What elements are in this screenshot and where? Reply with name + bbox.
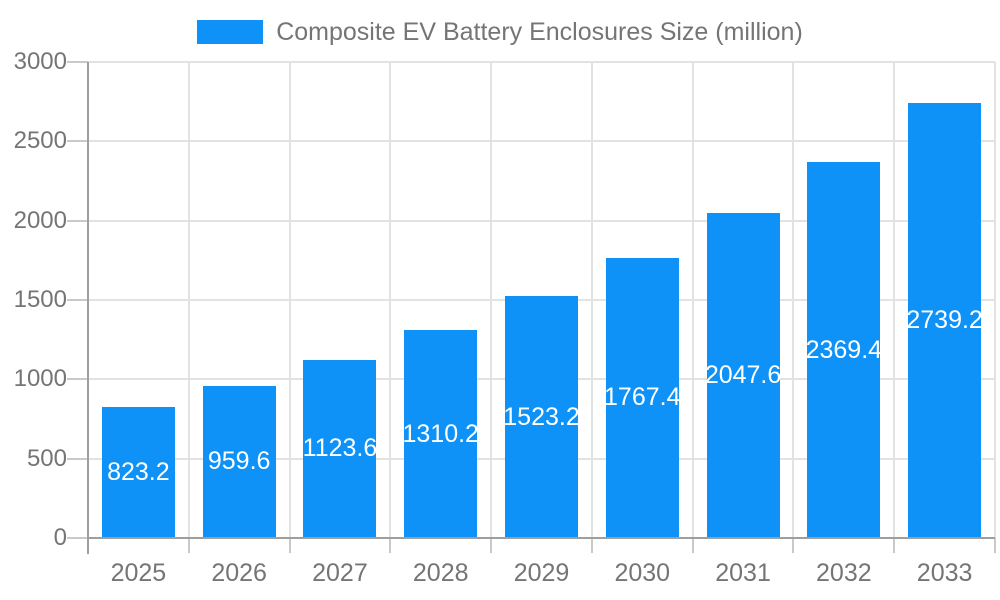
y-tick-label: 1500 <box>13 286 67 313</box>
bar[interactable]: 1523.2 <box>503 296 580 538</box>
vertical-gridline <box>994 62 996 538</box>
y-tick-label: 500 <box>26 444 67 472</box>
y-tick-label: 0 <box>53 524 67 551</box>
bar[interactable]: 1310.2 <box>402 330 479 538</box>
x-tick-label: 2030 <box>614 559 671 587</box>
y-axis-tick <box>67 219 88 222</box>
y-tick-label: 2000 <box>13 206 67 234</box>
bar[interactable]: 959.6 <box>202 385 276 538</box>
bar[interactable]: 2369.4 <box>805 162 883 538</box>
legend-swatch-icon <box>197 20 264 44</box>
plot-area: 0 500 1000 1500 2000 2500 3000 823.2 2025 959.6 20… <box>14 50 996 586</box>
legend-label: Composite EV Battery Enclosures Size (mi… <box>276 18 803 46</box>
x-axis-tick <box>792 538 795 553</box>
y-axis-tick <box>67 457 88 460</box>
bar-value-label: 959.6 <box>207 447 271 476</box>
x-tick-label: 2027 <box>312 559 368 587</box>
y-axis-tick <box>67 61 88 63</box>
x-axis-line <box>88 537 995 539</box>
bar[interactable]: 2739.2 <box>906 103 983 538</box>
x-axis-tick <box>994 538 996 553</box>
y-axis-tick <box>67 140 88 143</box>
legend[interactable]: Composite EV Battery Enclosures Size (mi… <box>0 14 1000 50</box>
y-tick-label: 2500 <box>13 127 67 155</box>
vertical-gridline <box>590 62 593 538</box>
x-axis-tick <box>389 538 392 553</box>
x-axis-tick <box>590 538 593 553</box>
y-axis-tick <box>67 537 88 539</box>
vertical-gridline <box>490 62 493 538</box>
x-axis-tick <box>187 538 190 553</box>
bar-value-label: 1123.6 <box>302 434 378 463</box>
vertical-gridline <box>792 62 795 538</box>
x-axis-tick <box>691 538 694 553</box>
x-tick-label: 2025 <box>110 559 167 587</box>
y-axis-tick <box>67 299 88 301</box>
x-tick-label: 2033 <box>916 559 973 587</box>
bar[interactable]: 1767.4 <box>604 257 681 538</box>
bar-value-label: 823.2 <box>107 458 170 487</box>
x-tick-label: 2028 <box>412 559 469 587</box>
bar[interactable]: 823.2 <box>101 407 175 538</box>
horizontal-gridline <box>88 140 995 143</box>
bar[interactable]: 1123.6 <box>302 359 378 538</box>
bar[interactable]: 2047.6 <box>704 213 782 538</box>
y-tick-label: 1000 <box>13 365 67 393</box>
bar-value-label: 2369.4 <box>805 335 883 364</box>
x-axis-tick <box>490 538 493 553</box>
x-tick-label: 2029 <box>513 559 570 587</box>
bar-value-label: 1310.2 <box>402 419 479 448</box>
bar-value-label: 1523.2 <box>503 402 580 431</box>
vertical-gridline <box>187 62 190 538</box>
x-tick-label: 2026 <box>211 559 267 587</box>
y-axis-line <box>87 62 89 554</box>
x-tick-label: 2032 <box>816 559 872 587</box>
bar-value-label: 2739.2 <box>906 306 983 335</box>
horizontal-gridline <box>88 61 995 63</box>
horizontal-gridline <box>88 219 995 222</box>
vertical-gridline <box>389 62 392 538</box>
x-axis-tick <box>893 538 896 553</box>
vertical-gridline <box>893 62 896 538</box>
vertical-gridline <box>288 62 291 538</box>
x-tick-label: 2031 <box>715 559 771 587</box>
vertical-gridline <box>691 62 694 538</box>
bar-value-label: 1767.4 <box>604 383 681 412</box>
x-axis-tick <box>288 538 291 553</box>
bar-value-label: 2047.6 <box>704 361 782 390</box>
y-axis-tick <box>67 378 88 381</box>
y-tick-label: 3000 <box>13 48 67 75</box>
